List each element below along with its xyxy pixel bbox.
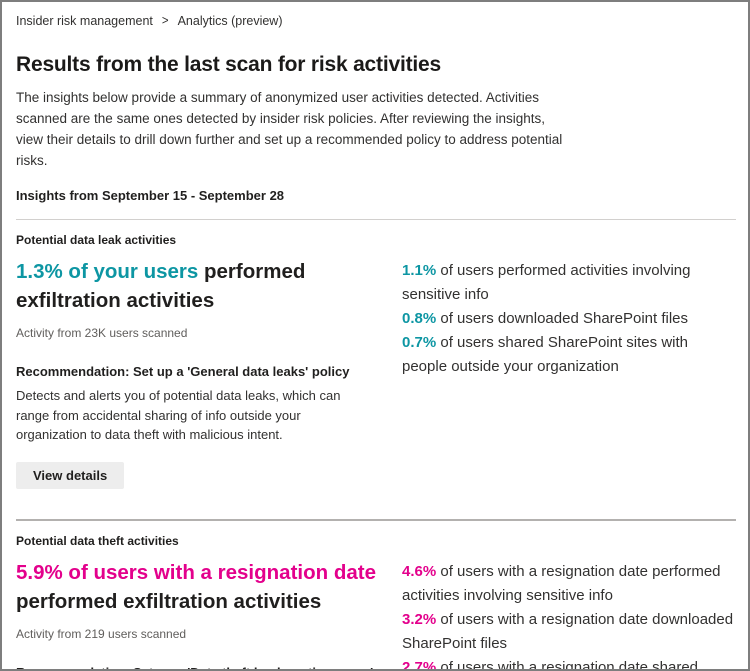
section-data-leak: Potential data leak activities 1.3% of y… (16, 233, 736, 489)
stat-value: 4.6% (402, 562, 437, 580)
stat-item: 0.8% of users downloaded SharePoint file… (402, 307, 736, 331)
recommendation-title: Recommendation: Set up a 'Data theft by … (16, 665, 388, 670)
scan-note: Activity from 219 users scanned (16, 626, 187, 641)
breadcrumb-insider-risk-management[interactable]: Insider risk management (16, 14, 153, 28)
insight-summary-column: 5.9% of users with a resignation date pe… (16, 558, 388, 670)
view-details-button-data-leak[interactable]: View details (16, 461, 125, 489)
section-label-data-leak: Potential data leak activities (16, 233, 177, 247)
stat-text: of users with a resignation date downloa… (402, 610, 734, 652)
stat-text: of users downloaded SharePoint files (436, 310, 689, 327)
stat-item: 3.2% of users with a resignation date do… (402, 608, 736, 656)
stat-value: 2.7% (402, 658, 437, 671)
scan-note: Activity from 23K users scanned (16, 326, 188, 340)
stat-text: of users performed activities involving … (402, 262, 691, 303)
section-data-theft: Potential data theft activities 5.9% of … (16, 533, 736, 671)
stats-list: 4.6% of users with a resignation date pe… (402, 558, 736, 671)
stat-item: 0.7% of users shared SharePoint sites wi… (402, 331, 736, 379)
insight-summary-column: 1.3% of your users performed exfiltratio… (16, 257, 388, 489)
insight-headline: 5.9% of users with a resignation date pe… (16, 558, 388, 616)
stat-value: 0.8% (402, 310, 437, 327)
section-divider (16, 518, 736, 521)
page-title: Results from the last scan for risk acti… (16, 53, 441, 76)
section-label-data-theft: Potential data theft activities (16, 533, 179, 548)
insight-headline-highlight: 1.3% of your users (16, 260, 199, 283)
insight-headline-rest: performed exfiltration activities (16, 260, 306, 312)
stats-list: 1.1% of users performed activities invol… (402, 257, 736, 489)
stat-value: 1.1% (402, 262, 437, 279)
recommendation-body: Detects and alerts you of potential data… (16, 388, 341, 442)
stat-item: 1.1% of users performed activities invol… (402, 259, 736, 307)
recommendation-title: Recommendation: Set up a 'General data l… (16, 364, 350, 379)
insight-headline-highlight: 5.9% of users with a resignation date (16, 560, 376, 584)
stat-value: 3.2% (402, 610, 437, 628)
page-description: The insights below provide a summary of … (16, 90, 563, 168)
insights-date-range: Insights from September 15 - September 2… (16, 188, 285, 203)
breadcrumb-analytics-preview[interactable]: Analytics (preview) (177, 14, 283, 28)
chevron-right-icon: > (161, 14, 169, 28)
breadcrumb: Insider risk management > Analytics (pre… (16, 14, 736, 28)
stat-item: 2.7% of users with a resignation date sh… (402, 656, 736, 671)
insight-headline-rest: performed exfiltration activities (16, 589, 322, 613)
stat-text: of users with a resignation date shared … (440, 658, 699, 671)
section-divider (16, 219, 736, 220)
stat-text: of users shared SharePoint sites with pe… (402, 334, 688, 375)
insight-headline: 1.3% of your users performed exfiltratio… (16, 257, 388, 315)
section-columns: 1.3% of your users performed exfiltratio… (16, 257, 736, 489)
stat-text: of users with a resignation date perform… (402, 562, 721, 604)
stat-item: 4.6% of users with a resignation date pe… (402, 560, 736, 608)
stat-value: 0.7% (402, 334, 437, 351)
section-columns: 5.9% of users with a resignation date pe… (16, 558, 736, 671)
